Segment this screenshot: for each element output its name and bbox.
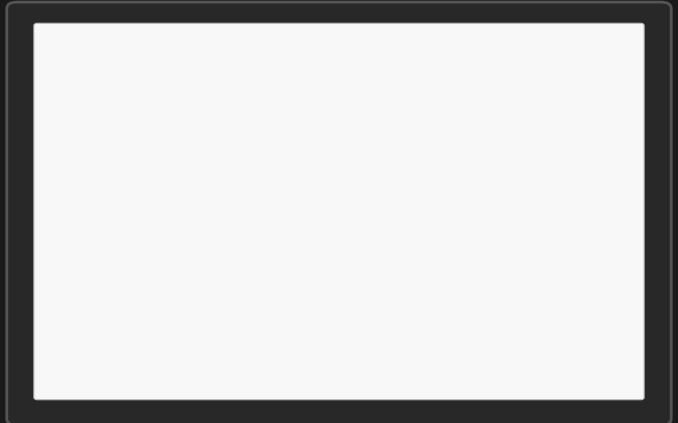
Circle shape [187, 276, 197, 285]
Ellipse shape [342, 297, 354, 305]
Circle shape [177, 276, 187, 285]
Ellipse shape [333, 310, 339, 313]
Ellipse shape [562, 373, 570, 377]
Ellipse shape [408, 359, 425, 370]
Text: Early proteins: Early proteins [146, 238, 204, 247]
Circle shape [180, 260, 191, 269]
Ellipse shape [420, 173, 425, 177]
Text: Identify the virus given in the following replication cycle.: Identify the virus given in the followin… [41, 46, 421, 59]
Text: Assembly: Assembly [280, 281, 321, 290]
Ellipse shape [426, 288, 442, 299]
Circle shape [184, 268, 195, 277]
Ellipse shape [327, 294, 334, 298]
Ellipse shape [162, 93, 182, 105]
Circle shape [189, 230, 197, 236]
Circle shape [170, 260, 180, 269]
Ellipse shape [167, 96, 177, 102]
Text: Nucleocapsid
migration: Nucleocapsid migration [376, 110, 433, 130]
Ellipse shape [314, 88, 323, 94]
Ellipse shape [466, 368, 474, 372]
Ellipse shape [393, 136, 416, 151]
Circle shape [161, 260, 172, 269]
Ellipse shape [420, 203, 443, 220]
Text: 89 of 102: 89 of 102 [48, 33, 84, 42]
Ellipse shape [431, 291, 439, 296]
Ellipse shape [463, 365, 477, 374]
Ellipse shape [371, 94, 379, 99]
Circle shape [193, 268, 204, 277]
Circle shape [184, 189, 191, 196]
Ellipse shape [401, 141, 409, 146]
Circle shape [201, 189, 210, 196]
Text: DNA synthesis: DNA synthesis [326, 259, 387, 268]
Ellipse shape [336, 281, 342, 285]
Ellipse shape [333, 279, 345, 287]
Circle shape [167, 276, 178, 285]
Ellipse shape [351, 312, 357, 315]
Text: Nuclear
budding: Nuclear budding [468, 275, 502, 296]
Ellipse shape [323, 292, 336, 300]
Circle shape [191, 191, 199, 198]
Ellipse shape [178, 141, 524, 341]
Ellipse shape [412, 362, 421, 367]
Ellipse shape [454, 281, 468, 290]
Text: Late proteins: Late proteins [151, 282, 205, 291]
Ellipse shape [558, 370, 574, 380]
Bar [118, 62, 625, 378]
Ellipse shape [257, 91, 266, 96]
Text: Binding and entry: Binding and entry [245, 66, 326, 75]
Ellipse shape [415, 170, 431, 180]
Text: Immediate-early
proteins: Immediate-early proteins [143, 190, 213, 210]
Text: DNA
entry: DNA entry [452, 200, 475, 219]
Ellipse shape [154, 115, 584, 357]
Ellipse shape [253, 88, 271, 99]
Circle shape [189, 260, 200, 269]
Circle shape [195, 197, 202, 203]
Text: β: β [146, 221, 156, 236]
Circle shape [204, 195, 212, 201]
Ellipse shape [267, 199, 446, 315]
FancyBboxPatch shape [162, 231, 186, 237]
Ellipse shape [363, 296, 369, 300]
Text: Translation: Translation [180, 168, 229, 177]
Ellipse shape [309, 85, 327, 97]
Text: γ: γ [146, 256, 155, 271]
FancyBboxPatch shape [162, 223, 189, 230]
Circle shape [163, 268, 174, 277]
Ellipse shape [508, 360, 527, 372]
Ellipse shape [359, 294, 372, 302]
Ellipse shape [330, 308, 342, 316]
Ellipse shape [366, 91, 383, 102]
Circle shape [174, 268, 184, 277]
Text: X: X [618, 32, 626, 42]
Ellipse shape [345, 299, 351, 303]
Ellipse shape [467, 302, 473, 306]
Ellipse shape [348, 310, 360, 317]
Ellipse shape [464, 300, 477, 308]
Text: α: α [146, 184, 156, 199]
Ellipse shape [458, 283, 465, 288]
Ellipse shape [513, 363, 523, 369]
Text: Transcription: Transcription [301, 231, 355, 240]
